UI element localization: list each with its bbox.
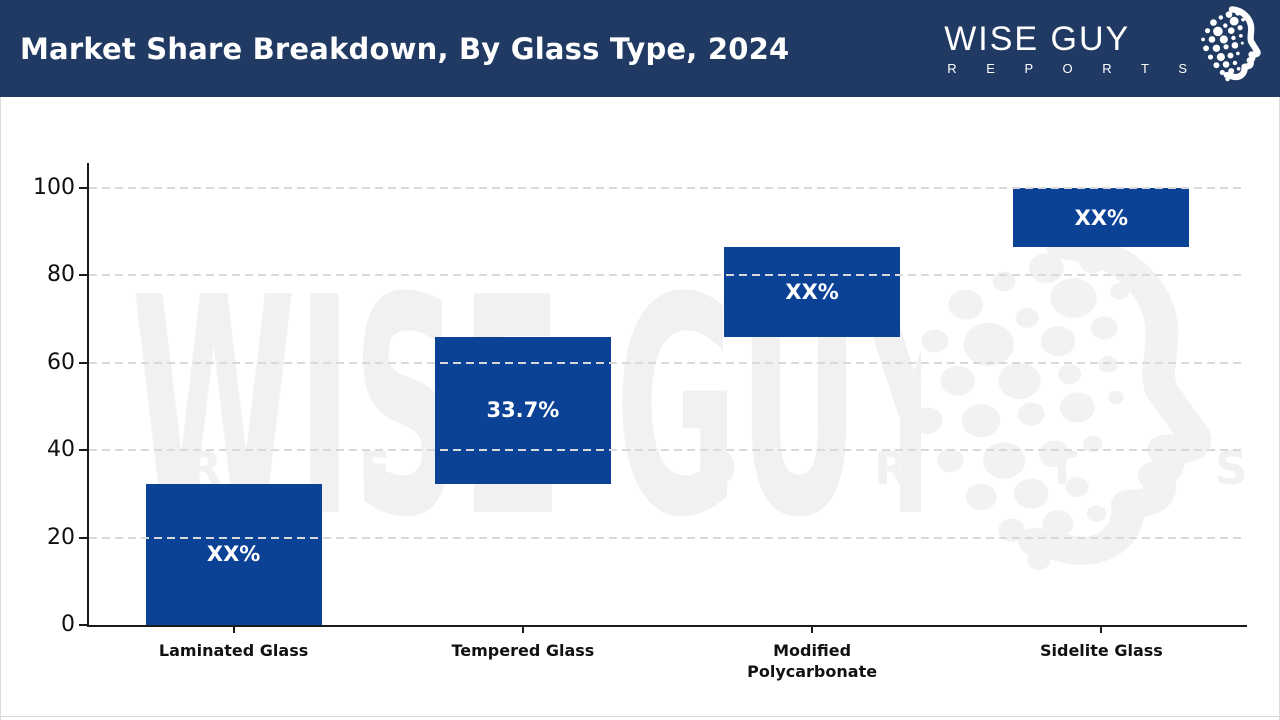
watermark-head-icon [854, 225, 1239, 623]
waterfall-bar [434, 336, 611, 484]
y-tick [79, 449, 87, 452]
x-tick [521, 625, 524, 633]
x-tick-label: Laminated Glass [158, 641, 309, 660]
y-axis-line [87, 163, 89, 627]
bar-value-label: XX% [1074, 205, 1129, 230]
y-tick-label: 60 [47, 349, 75, 375]
y-tick [79, 186, 87, 189]
gridline [89, 536, 1246, 539]
x-tick-label: Sidelite Glass [1039, 641, 1163, 660]
bar-value-label: XX% [206, 542, 261, 567]
y-tick-label: 40 [47, 437, 75, 463]
x-tick-label: Modified Polycarbonate [747, 641, 878, 681]
x-tick [811, 625, 814, 633]
y-tick [79, 624, 87, 626]
bar-value-label: 33.7% [486, 398, 560, 423]
y-tick [79, 536, 87, 539]
y-tick [79, 274, 87, 277]
logo-head-icon [1192, 5, 1266, 93]
logo-subtitle: R E P O R T S [947, 61, 1200, 76]
gridline [89, 186, 1246, 189]
bottom-divider [1, 716, 1279, 717]
x-tick-label: Tempered Glass [451, 641, 595, 660]
logo-wordmark: WISE GUY [944, 20, 1131, 58]
y-tick-label: 80 [47, 262, 75, 288]
x-tick [1100, 625, 1103, 633]
y-tick-label: 20 [47, 524, 75, 550]
y-tick [79, 361, 87, 364]
gridline [89, 361, 1246, 364]
waterfall-bar [724, 247, 901, 337]
y-tick-label: 0 [61, 612, 75, 637]
waterfall-bar [145, 483, 322, 625]
x-tick [232, 625, 235, 633]
logo-text: WISE GUY R E P O R T S [944, 22, 1200, 75]
y-tick-label: 100 [33, 174, 75, 200]
wise-guy-logo: WISE GUY R E P O R T S [944, 5, 1280, 93]
x-axis-line [87, 625, 1247, 627]
waterfall-bar [1013, 187, 1190, 248]
page-title: Market Share Breakdown, By Glass Type, 2… [20, 31, 790, 66]
gridline [89, 449, 1246, 452]
header-bar: Market Share Breakdown, By Glass Type, 2… [0, 0, 1280, 97]
chart-region: WISE GUY R E P O R T S XX%Laminated Glas… [0, 97, 1280, 720]
bar-value-label: XX% [785, 279, 839, 304]
gridline [89, 274, 1246, 277]
